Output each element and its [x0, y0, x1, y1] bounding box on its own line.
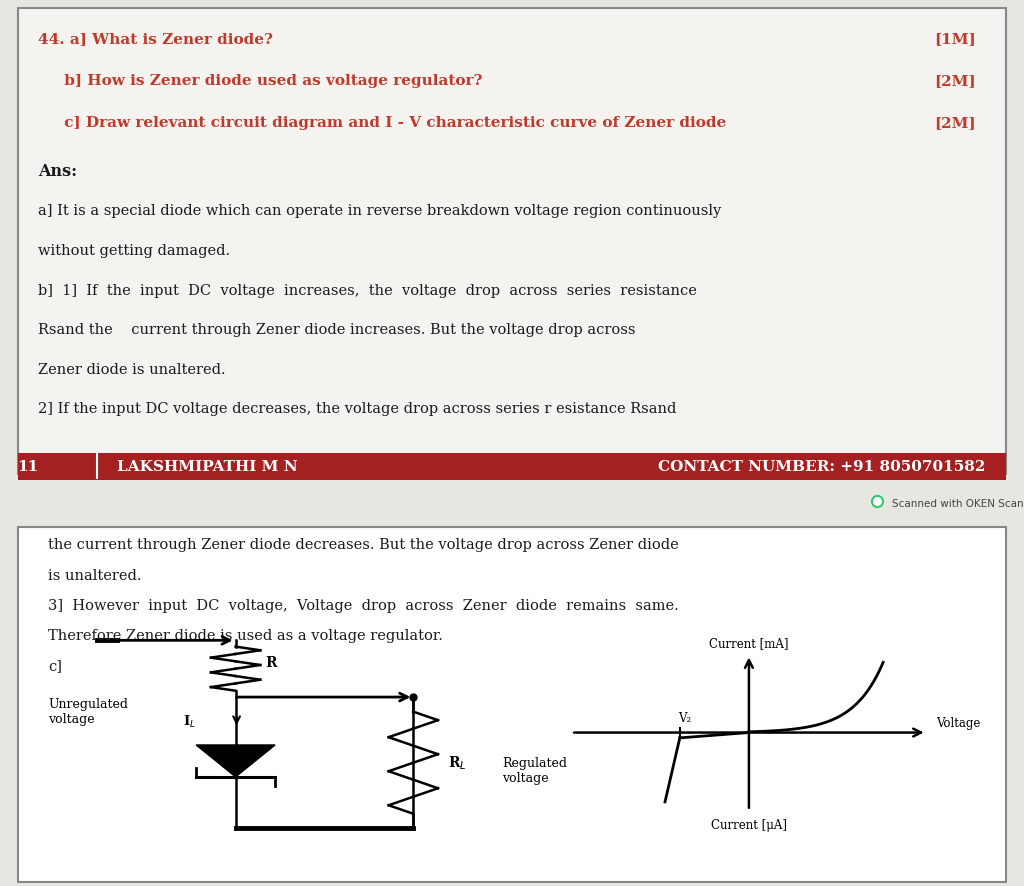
- Text: Regulated
voltage: Regulated voltage: [502, 756, 567, 784]
- Text: Voltage: Voltage: [937, 716, 981, 729]
- Text: a] It is a special diode which can operate in reverse breakdown voltage region c: a] It is a special diode which can opera…: [38, 204, 722, 218]
- Text: 3]  However  input  DC  voltage,  Voltage  drop  across  Zener  diode  remains  : 3] However input DC voltage, Voltage dro…: [48, 598, 679, 612]
- Text: Ans:: Ans:: [38, 162, 77, 179]
- Text: without getting damaged.: without getting damaged.: [38, 244, 230, 258]
- Text: c] Draw relevant circuit diagram and I - V characteristic curve of Zener diode: c] Draw relevant circuit diagram and I -…: [38, 116, 726, 130]
- Text: Therefore Zener diode is used as a voltage regulator.: Therefore Zener diode is used as a volta…: [48, 628, 443, 642]
- Text: R$_L$: R$_L$: [447, 754, 466, 772]
- Polygon shape: [197, 745, 275, 777]
- Text: LAKSHMIPATHI M N: LAKSHMIPATHI M N: [117, 460, 298, 474]
- Text: 44. a] What is Zener diode?: 44. a] What is Zener diode?: [38, 32, 273, 46]
- Text: [2M]: [2M]: [934, 74, 976, 88]
- FancyBboxPatch shape: [18, 9, 1006, 474]
- Text: Rsand the    current through Zener diode increases. But the voltage drop across: Rsand the current through Zener diode in…: [38, 323, 636, 337]
- Text: Zener diode is unaltered.: Zener diode is unaltered.: [38, 362, 226, 377]
- Text: [1M]: [1M]: [934, 32, 976, 46]
- Text: 2] If the input DC voltage decreases, the voltage drop across series r esistance: 2] If the input DC voltage decreases, th…: [38, 402, 677, 416]
- Text: b]  1]  If  the  input  DC  voltage  increases,  the  voltage  drop  across  ser: b] 1] If the input DC voltage increases,…: [38, 284, 697, 298]
- Text: b] How is Zener diode used as voltage regulator?: b] How is Zener diode used as voltage re…: [38, 74, 482, 88]
- Text: c]: c]: [48, 658, 62, 672]
- FancyBboxPatch shape: [18, 527, 1006, 882]
- FancyBboxPatch shape: [18, 454, 1006, 480]
- Text: Scanned with OKEN Scanner: Scanned with OKEN Scanner: [892, 498, 1024, 509]
- Text: Current [μA]: Current [μA]: [711, 818, 786, 831]
- Text: V₂: V₂: [678, 711, 691, 724]
- Text: [2M]: [2M]: [934, 116, 976, 130]
- Text: the current through Zener diode decreases. But the voltage drop across Zener dio: the current through Zener diode decrease…: [48, 538, 679, 552]
- Text: I$_L$: I$_L$: [183, 713, 197, 729]
- Text: CONTACT NUMBER: +91 8050701582: CONTACT NUMBER: +91 8050701582: [658, 460, 986, 474]
- Text: is unaltered.: is unaltered.: [48, 568, 141, 582]
- Text: Current [mA]: Current [mA]: [710, 636, 788, 649]
- Text: 11: 11: [17, 460, 39, 474]
- Text: R: R: [265, 655, 276, 669]
- Text: Unregulated
voltage: Unregulated voltage: [48, 697, 128, 726]
